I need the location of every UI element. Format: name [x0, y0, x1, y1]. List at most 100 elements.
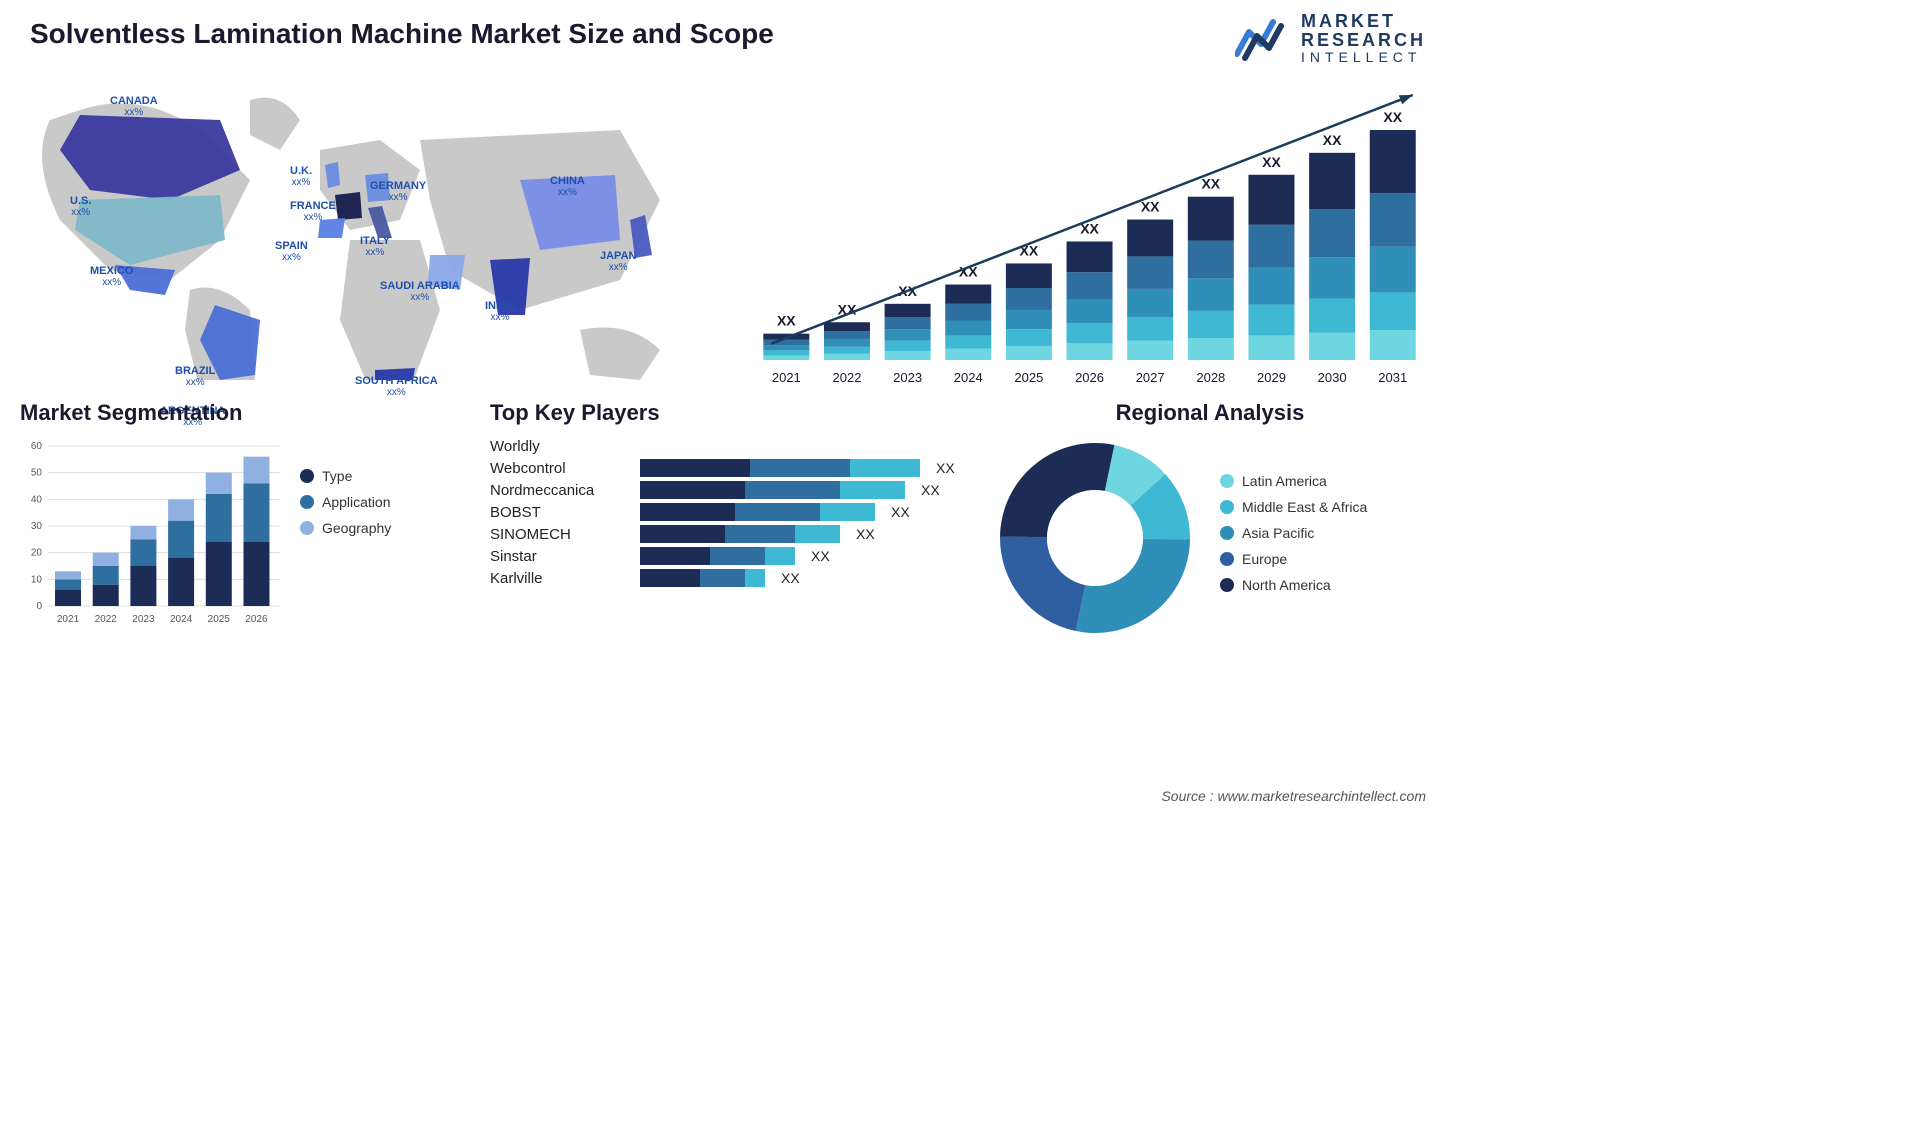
svg-text:0: 0 [36, 601, 42, 612]
growth-chart: XX2021XX2022XX2023XX2024XX2025XX2026XX20… [746, 90, 1426, 390]
player-bar [640, 569, 765, 587]
country-label: BRAZILxx% [175, 365, 215, 388]
player-bar [640, 481, 905, 499]
world-map-svg [20, 80, 700, 380]
svg-text:XX: XX [777, 313, 796, 329]
logo-line3: INTELLECT [1301, 50, 1426, 65]
player-row: SINOMECH XX [490, 525, 970, 543]
regional-title: Regional Analysis [990, 400, 1430, 426]
player-value: XX [856, 526, 875, 542]
legend-item: Application [300, 494, 391, 510]
legend-item: Europe [1220, 551, 1367, 567]
player-bar [640, 547, 795, 565]
source-line: Source : www.marketresearchintellect.com [1161, 788, 1426, 804]
country-label: SOUTH AFRICAxx% [355, 375, 438, 398]
country-label: JAPANxx% [600, 250, 636, 273]
player-bar [640, 503, 875, 521]
svg-text:2022: 2022 [833, 370, 862, 385]
player-name: BOBST [490, 504, 630, 521]
svg-text:30: 30 [31, 521, 43, 532]
player-row: Nordmeccanica XX [490, 481, 970, 499]
country-label: SAUDI ARABIAxx% [380, 280, 460, 303]
svg-text:XX: XX [1323, 132, 1342, 148]
svg-text:10: 10 [31, 574, 43, 585]
country-label: CHINAxx% [550, 175, 585, 198]
svg-text:50: 50 [31, 468, 43, 479]
segmentation-legend: Type Application Geography [300, 438, 391, 628]
svg-text:2024: 2024 [954, 370, 983, 385]
svg-text:XX: XX [1201, 176, 1220, 192]
player-row: BOBST XX [490, 503, 970, 521]
players-list: Worldly Webcontrol XX Nordmeccanica XX BOBST X… [490, 438, 970, 587]
legend-item: Geography [300, 520, 391, 536]
player-bar [640, 459, 920, 477]
logo-line2: RESEARCH [1301, 31, 1426, 50]
legend-item: North America [1220, 577, 1367, 593]
svg-text:2030: 2030 [1318, 370, 1347, 385]
brand-logo: MARKET RESEARCH INTELLECT [1235, 12, 1426, 64]
svg-text:2025: 2025 [208, 614, 231, 625]
legend-item: Middle East & Africa [1220, 499, 1367, 515]
svg-text:2021: 2021 [57, 614, 80, 625]
country-label: FRANCExx% [290, 200, 336, 223]
logo-line1: MARKET [1301, 12, 1426, 31]
page-title: Solventless Lamination Machine Market Si… [30, 18, 774, 50]
svg-text:2029: 2029 [1257, 370, 1286, 385]
svg-text:2031: 2031 [1378, 370, 1407, 385]
growth-chart-svg: XX2021XX2022XX2023XX2024XX2025XX2026XX20… [746, 90, 1426, 390]
player-name: Sinstar [490, 548, 630, 565]
player-row: Webcontrol XX [490, 459, 970, 477]
svg-text:2024: 2024 [170, 614, 193, 625]
legend-item: Latin America [1220, 473, 1367, 489]
player-name: Karlville [490, 570, 630, 587]
regional-legend: Latin America Middle East & Africa Asia Pa… [1220, 473, 1367, 603]
svg-text:2022: 2022 [95, 614, 118, 625]
svg-text:2026: 2026 [245, 614, 268, 625]
player-row: Sinstar XX [490, 547, 970, 565]
country-label: U.K.xx% [290, 165, 312, 188]
country-label: GERMANYxx% [370, 180, 426, 203]
player-name: Worldly [490, 438, 630, 455]
player-row: Worldly [490, 438, 970, 455]
svg-text:60: 60 [31, 441, 43, 452]
svg-text:XX: XX [1383, 109, 1402, 125]
player-value: XX [921, 482, 940, 498]
player-name: Webcontrol [490, 460, 630, 477]
svg-text:2025: 2025 [1014, 370, 1043, 385]
country-label: CANADAxx% [110, 95, 158, 118]
svg-text:2023: 2023 [132, 614, 155, 625]
player-name: SINOMECH [490, 526, 630, 543]
svg-text:XX: XX [1141, 199, 1160, 215]
player-row: Karlville XX [490, 569, 970, 587]
regional-panel: Regional Analysis Latin America Middle Ea… [990, 400, 1430, 630]
player-name: Nordmeccanica [490, 482, 630, 499]
player-value: XX [891, 504, 910, 520]
svg-text:2027: 2027 [1136, 370, 1165, 385]
svg-text:2023: 2023 [893, 370, 922, 385]
svg-text:XX: XX [1262, 154, 1281, 170]
player-bar [640, 525, 840, 543]
logo-bars-icon [1235, 14, 1291, 62]
svg-text:2021: 2021 [772, 370, 801, 385]
country-label: SPAINxx% [275, 240, 308, 263]
segmentation-title: Market Segmentation [20, 400, 470, 426]
players-title: Top Key Players [490, 400, 970, 426]
svg-text:2028: 2028 [1196, 370, 1225, 385]
player-value: XX [811, 548, 830, 564]
player-value: XX [781, 570, 800, 586]
country-label: ITALYxx% [360, 235, 390, 258]
players-panel: Top Key Players WorldlyWebcontrolXXNordm… [490, 400, 970, 630]
country-label: MEXICOxx% [90, 265, 133, 288]
svg-text:40: 40 [31, 494, 43, 505]
legend-item: Type [300, 468, 391, 484]
country-label: INDIAxx% [485, 300, 515, 323]
svg-text:20: 20 [31, 548, 43, 559]
regional-donut-svg [990, 438, 1200, 638]
segmentation-panel: Market Segmentation 0 10 20 30 40 50 60 2021 202… [20, 400, 470, 630]
svg-text:2026: 2026 [1075, 370, 1104, 385]
segmentation-chart-svg: 0 10 20 30 40 50 60 2021 2022 2023 2024 2025 2026 [20, 438, 280, 628]
world-map-panel: CANADAxx% U.S.xx% MEXICOxx% U.K.xx% FRANCExx… [20, 80, 700, 380]
country-label: U.S.xx% [70, 195, 91, 218]
player-value: XX [936, 460, 955, 476]
legend-item: Asia Pacific [1220, 525, 1367, 541]
